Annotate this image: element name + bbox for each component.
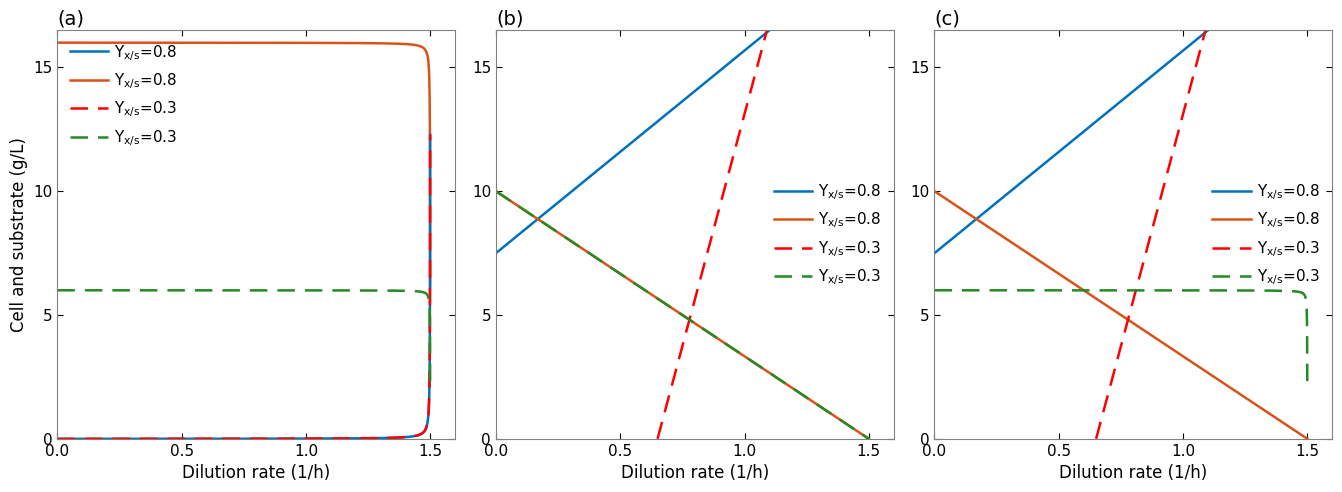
Text: (c): (c) [934, 10, 961, 29]
X-axis label: Dilution rate (1/h): Dilution rate (1/h) [1059, 464, 1208, 482]
Legend: $\mathregular{Y_{x/s}}$=0.8, $\mathregular{Y_{x/s}}$=0.8, $\mathregular{Y_{x/s}}: $\mathregular{Y_{x/s}}$=0.8, $\mathregul… [769, 178, 886, 292]
Legend: $\mathregular{Y_{x/s}}$=0.8, $\mathregular{Y_{x/s}}$=0.8, $\mathregular{Y_{x/s}}: $\mathregular{Y_{x/s}}$=0.8, $\mathregul… [64, 38, 181, 153]
Legend: $\mathregular{Y_{x/s}}$=0.8, $\mathregular{Y_{x/s}}$=0.8, $\mathregular{Y_{x/s}}: $\mathregular{Y_{x/s}}$=0.8, $\mathregul… [1208, 178, 1325, 292]
Text: (a): (a) [58, 10, 85, 29]
X-axis label: Dilution rate (1/h): Dilution rate (1/h) [621, 464, 769, 482]
Y-axis label: Cell and substrate (g/L): Cell and substrate (g/L) [9, 137, 28, 332]
Text: (b): (b) [497, 10, 523, 29]
X-axis label: Dilution rate (1/h): Dilution rate (1/h) [183, 464, 330, 482]
